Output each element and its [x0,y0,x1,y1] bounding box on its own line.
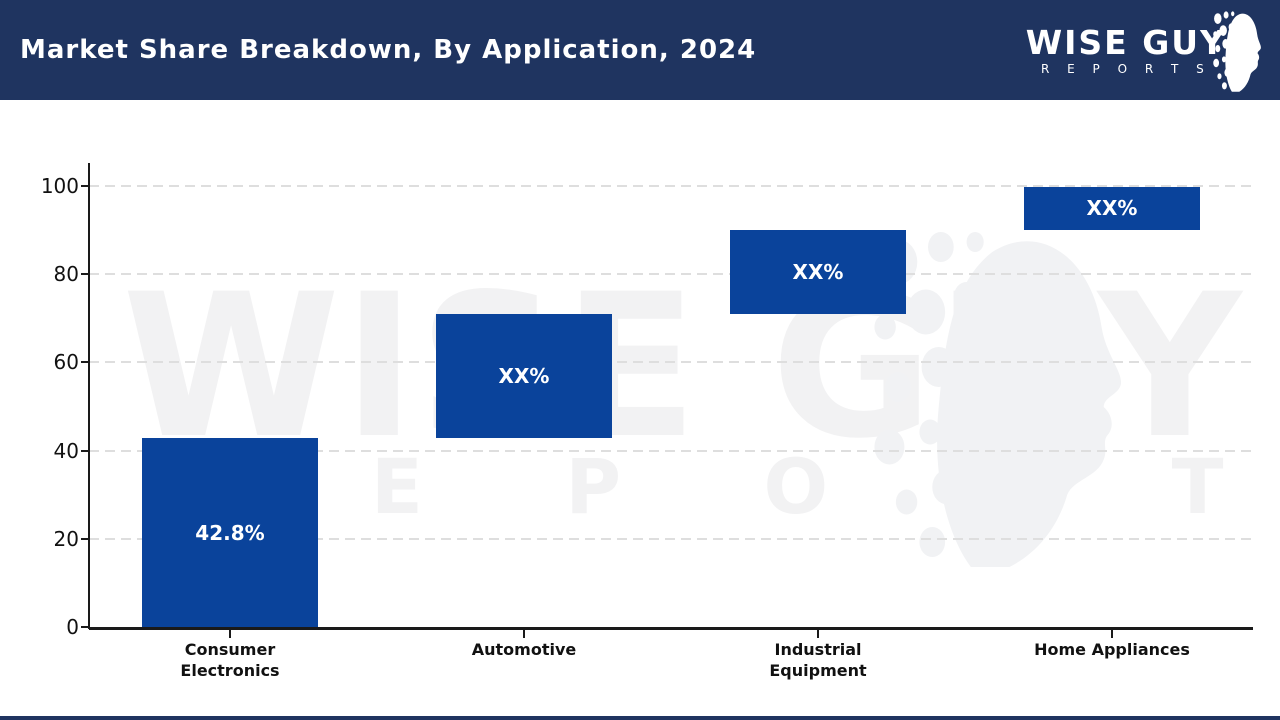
bar: XX% [436,313,612,439]
y-gridline [89,361,1253,364]
y-gridline [89,449,1253,452]
x-category-label: Consumer Electronics [180,640,280,680]
watermark-face-icon [874,232,1122,567]
x-category-label: Home Appliances [1034,640,1190,659]
y-tick-label: 80 [53,262,79,286]
y-tick [81,361,89,364]
y-gridline [89,184,1253,187]
y-tick-label: 40 [53,438,79,463]
y-tick [81,626,89,628]
bar-value-label: XX% [1086,196,1138,221]
y-tick [81,449,89,452]
x-tick [817,630,819,638]
page-title: Market Share Breakdown, By Application, … [20,35,757,65]
bar-value-label: XX% [498,363,550,388]
x-tick [1111,630,1113,638]
bar: XX% [1024,186,1200,230]
bar: 42.8% [142,438,318,627]
header-bar: Market Share Breakdown, By Application, … [0,0,1280,100]
x-category-label: Automotive [471,640,577,659]
y-tick-label: 100 [40,173,79,198]
bar-value-label: XX% [792,259,844,284]
logo-subtitle: R E P O R T S [1040,62,1211,77]
logo-wordmark: WISE GUY [1025,22,1226,62]
y-tick-label: 0 [66,615,79,639]
y-gridline [89,537,1253,540]
x-tick [523,630,525,638]
footer-bar [0,716,1280,720]
y-tick [81,184,89,187]
y-tick [81,273,89,275]
y-tick [81,537,89,540]
logo-face-icon [1213,11,1261,92]
y-tick-label: 20 [53,526,79,551]
x-category-label: Industrial Equipment [769,640,867,680]
x-axis-line [89,627,1253,630]
bar-value-label: 42.8% [195,520,265,545]
bar: XX% [730,229,906,314]
logo-text: WISE GUY R E P O R T S [1025,22,1226,77]
y-axis-line [88,163,90,629]
y-gridline [89,273,1253,275]
y-tick-label: 60 [53,350,79,375]
wise-guy-reports-logo: WISE GUY R E P O R T S [1026,6,1270,96]
x-tick [229,630,231,638]
